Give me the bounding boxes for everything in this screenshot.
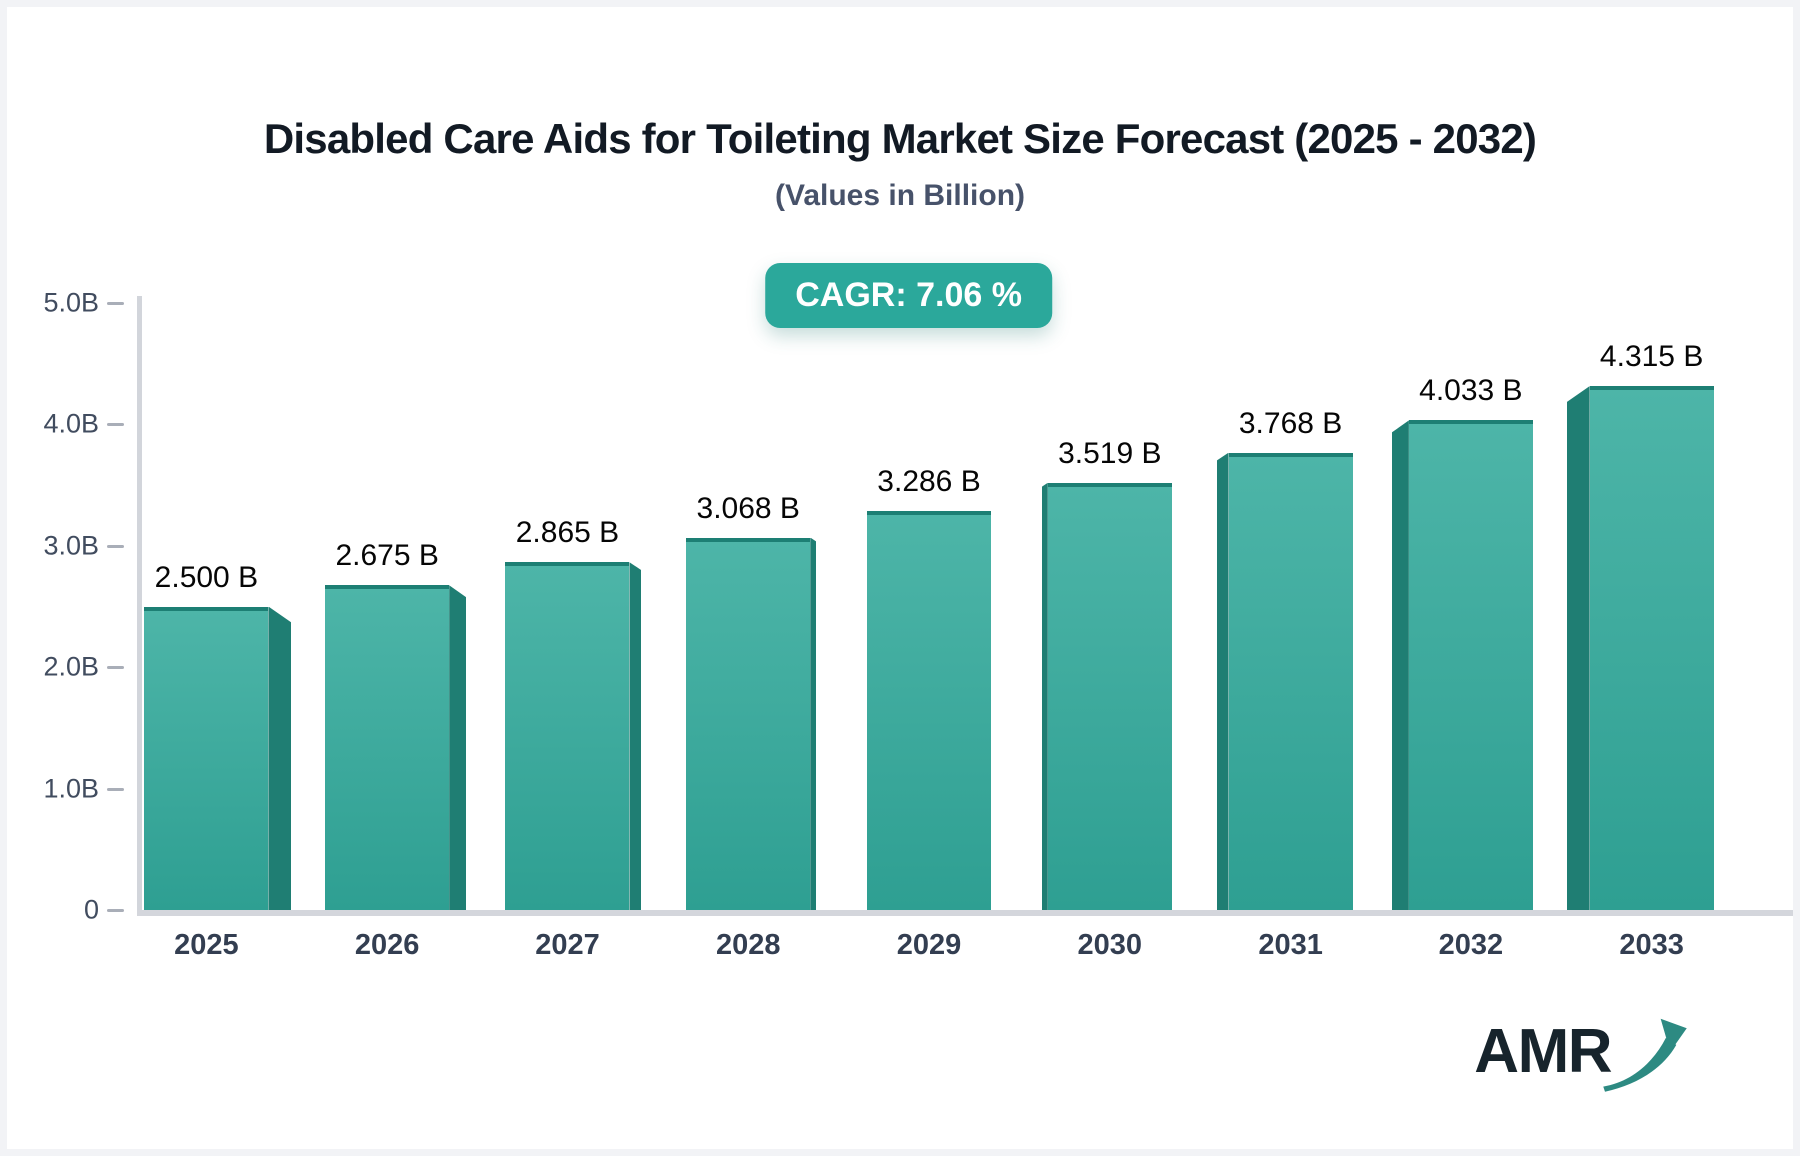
x-label-slot: 2025 bbox=[129, 929, 307, 969]
bar-slot: 2.865 B bbox=[485, 303, 663, 910]
bar-side-3d bbox=[449, 585, 467, 910]
x-axis-category: 2030 bbox=[1077, 929, 1143, 961]
y-tick-label: 5.0B bbox=[43, 287, 99, 318]
bar-2025 bbox=[144, 606, 292, 910]
bar-face bbox=[1408, 420, 1533, 910]
y-tick-label: 3.0B bbox=[43, 530, 99, 561]
bar-side-3d bbox=[1041, 482, 1048, 910]
x-label-slot: 2033 bbox=[1551, 929, 1729, 969]
x-axis-category: 2032 bbox=[1438, 929, 1504, 961]
bar-side-3d bbox=[1566, 386, 1590, 910]
bar-side-3d bbox=[1216, 452, 1229, 910]
x-axis-category: 2027 bbox=[535, 929, 600, 961]
amr-logo: AMR bbox=[1474, 1017, 1689, 1097]
x-label-slot: 2029 bbox=[840, 929, 1018, 969]
bar-slot: 2.500 B bbox=[129, 303, 307, 910]
bar-face bbox=[144, 606, 269, 910]
bar-face bbox=[686, 537, 811, 910]
y-tick-label: 4.0B bbox=[43, 408, 99, 439]
bar-slot: 3.519 B bbox=[1018, 303, 1196, 910]
bar-value-label: 2.865 B bbox=[515, 516, 620, 550]
chart-title: Disabled Care Aids for Toileting Market … bbox=[263, 115, 1537, 162]
bar-2031 bbox=[1216, 452, 1353, 910]
y-tick-mark bbox=[107, 423, 124, 427]
x-label-slot: 2030 bbox=[1018, 929, 1196, 969]
bar-face bbox=[867, 511, 992, 910]
bar-2030 bbox=[1041, 482, 1172, 910]
y-tick-mark bbox=[107, 666, 124, 670]
x-label-slot: 2028 bbox=[662, 929, 840, 969]
bar-value-label: 3.519 B bbox=[1058, 436, 1162, 470]
bar-face bbox=[1589, 386, 1714, 910]
x-axis-category: 2026 bbox=[354, 929, 420, 961]
bar-value-label: 3.286 B bbox=[877, 465, 981, 499]
bar-value-label: 3.768 B bbox=[1238, 406, 1343, 440]
bar-slot: 4.033 B bbox=[1373, 303, 1551, 910]
y-tick-mark bbox=[107, 909, 124, 912]
x-axis-category: 2028 bbox=[715, 929, 781, 961]
y-tick-label: 1.0B bbox=[43, 773, 99, 804]
bar-side-3d bbox=[629, 562, 642, 910]
x-axis-category: 2025 bbox=[174, 929, 239, 961]
amr-logo-text: AMR bbox=[1474, 1017, 1612, 1086]
chart-subtitle: (Values in Billion) bbox=[774, 179, 1026, 212]
y-tick-mark bbox=[107, 302, 124, 305]
x-axis-baseline bbox=[137, 910, 1793, 916]
y-axis-line bbox=[137, 296, 142, 916]
growth-arrow-icon bbox=[1603, 1018, 1687, 1092]
bar-2028 bbox=[686, 537, 817, 910]
bar-2026 bbox=[325, 585, 467, 910]
x-label-slot: 2031 bbox=[1196, 929, 1374, 969]
x-label-slot: 2027 bbox=[485, 929, 663, 969]
bar-2027 bbox=[505, 562, 642, 910]
cagr-badge: CAGR: 7.06 % bbox=[765, 263, 1052, 328]
x-axis-category: 2029 bbox=[896, 929, 962, 961]
bar-value-label: 2.675 B bbox=[335, 539, 439, 573]
y-tick-label: 2.0B bbox=[43, 651, 99, 682]
y-tick-label: 0 bbox=[83, 894, 99, 925]
bar-2032 bbox=[1391, 420, 1533, 910]
bar-value-label: 2.500 B bbox=[154, 560, 259, 594]
x-label-slot: 2032 bbox=[1373, 929, 1551, 969]
x-axis-labels: 2025 2026 2027 2028 2029 2030 2031 2032 2033 bbox=[129, 929, 1729, 969]
y-tick-mark bbox=[107, 544, 124, 548]
bar-slot: 3.286 B bbox=[840, 303, 1018, 910]
bars-area: 2.500 B 2.675 B 2.865 B 3.068 B 3.286 B 3.519… bbox=[129, 303, 1729, 910]
bar-face bbox=[1228, 452, 1353, 910]
bar-slot: 4.315 B bbox=[1551, 303, 1729, 910]
bar-face bbox=[505, 562, 630, 910]
bar-value-label: 3.068 B bbox=[696, 491, 800, 525]
bar-slot: 3.068 B bbox=[662, 303, 840, 910]
x-axis-category: 2031 bbox=[1258, 929, 1323, 961]
chart-card: Disabled Care Aids for Toileting Market … bbox=[7, 7, 1793, 1149]
bar-value-label: 4.315 B bbox=[1599, 340, 1704, 374]
bar-face bbox=[325, 585, 450, 910]
bar-face bbox=[1047, 482, 1172, 910]
bar-slot: 3.768 B bbox=[1196, 303, 1374, 910]
bar-2033 bbox=[1566, 386, 1714, 910]
x-label-slot: 2026 bbox=[307, 929, 485, 969]
bar-slot: 2.675 B bbox=[307, 303, 485, 910]
bar-2029 bbox=[867, 511, 992, 910]
x-axis-category: 2033 bbox=[1619, 929, 1684, 961]
y-axis: 5.0B 4.0B 3.0B 2.0B 1.0B 0 bbox=[7, 288, 137, 925]
bar-side-3d bbox=[1391, 420, 1409, 910]
y-tick-mark bbox=[107, 787, 124, 791]
bar-side-3d bbox=[810, 537, 817, 910]
bar-side-3d bbox=[268, 606, 292, 910]
bar-value-label: 4.033 B bbox=[1419, 374, 1523, 408]
